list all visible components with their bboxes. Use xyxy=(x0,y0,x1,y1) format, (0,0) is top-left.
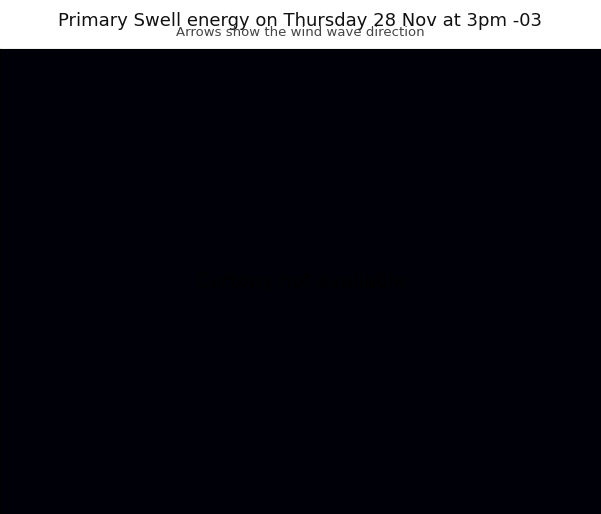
Text: Primary Swell energy on Thursday 28 Nov at 3pm -03: Primary Swell energy on Thursday 28 Nov … xyxy=(58,12,543,30)
Text: Arrows show the wind wave direction: Arrows show the wind wave direction xyxy=(176,26,425,39)
Text: Cartopy not available: Cartopy not available xyxy=(196,272,405,291)
